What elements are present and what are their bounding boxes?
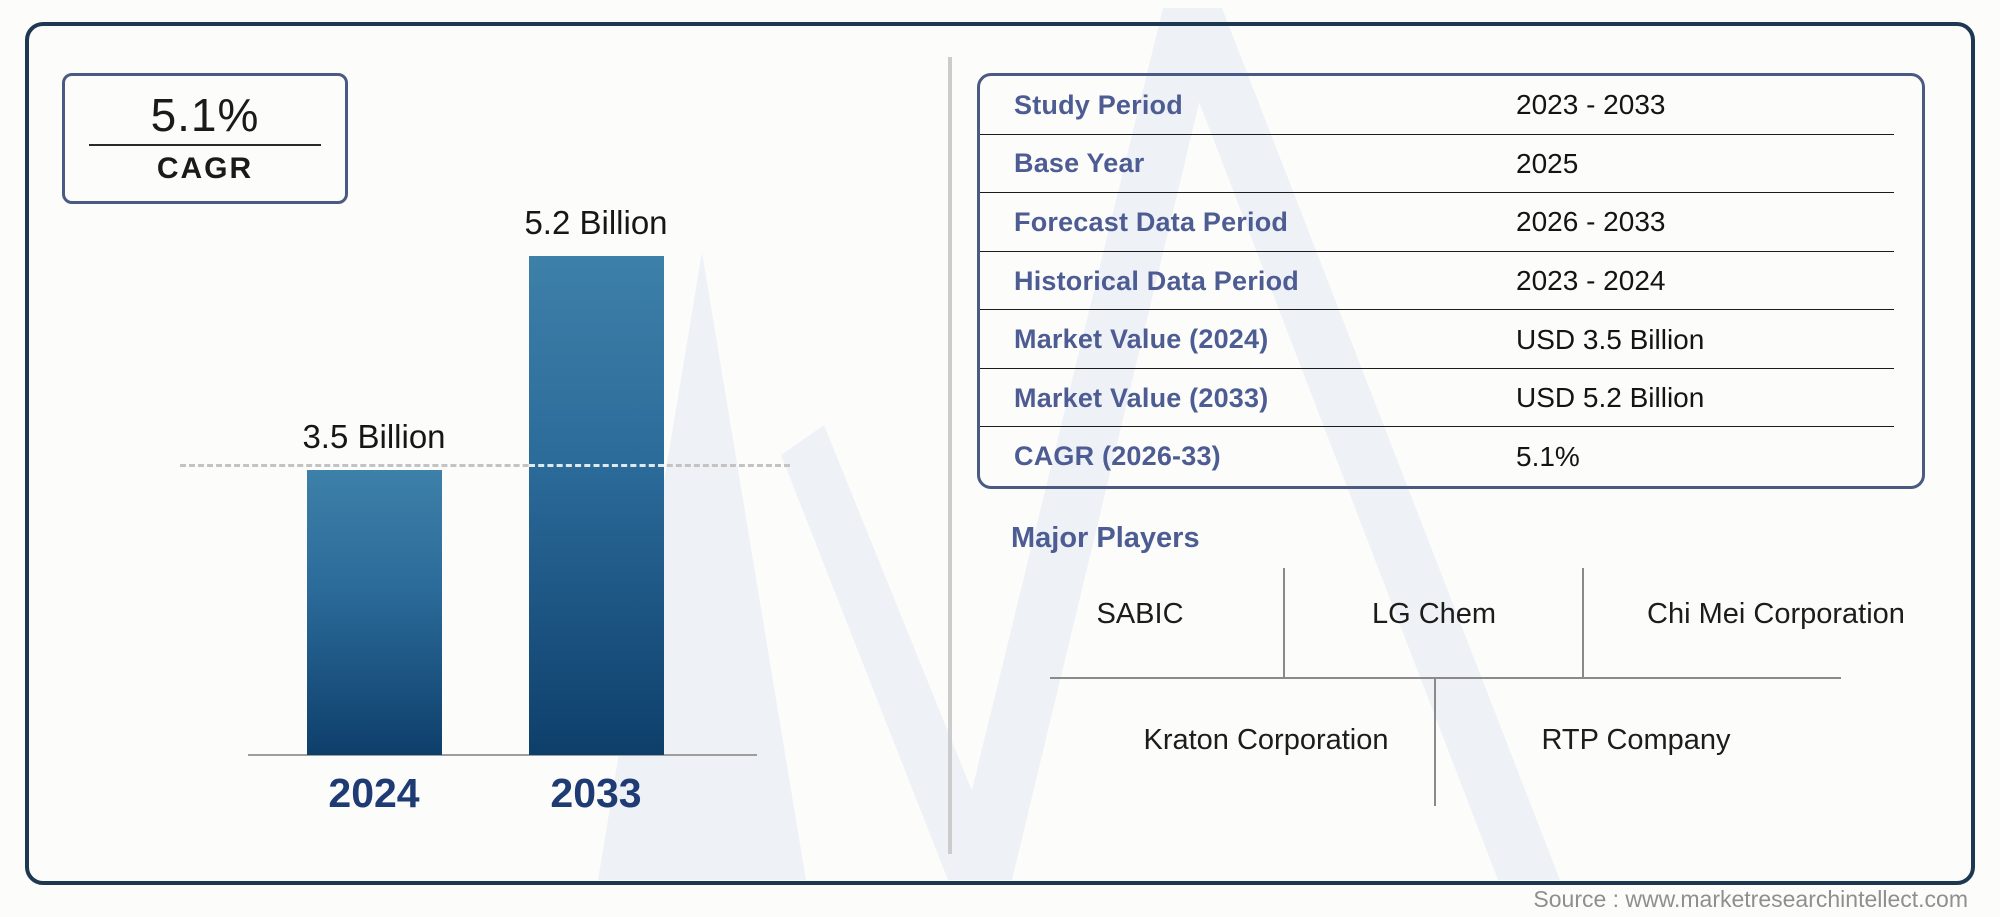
major-players-separator-line <box>1050 677 1841 679</box>
table-row-value: 2025 <box>1516 147 1579 179</box>
vertical-divider <box>948 57 952 854</box>
reference-dashed-line <box>180 464 790 467</box>
cagr-divider-line <box>89 144 321 147</box>
table-row-value: 2023 - 2024 <box>1516 265 1666 297</box>
x-tick-2024: 2024 <box>328 770 420 816</box>
table-row-value: USD 3.5 Billion <box>1516 323 1705 355</box>
outer-frame <box>25 22 1975 885</box>
cagr-value: 5.1% <box>150 88 260 141</box>
table-row-label: Base Year <box>1014 148 1145 179</box>
bar-value-label-2024: 3.5 Billion <box>302 418 446 455</box>
table-row-label: Forecast Data Period <box>1014 206 1289 237</box>
major-players-separator-line <box>1283 568 1285 677</box>
major-player-name: Chi Mei Corporation <box>1647 598 1905 630</box>
table-row-value: 2023 - 2033 <box>1516 89 1666 121</box>
major-player-name: Kraton Corporation <box>1143 724 1389 756</box>
table-row-label: Market Value (2033) <box>1014 382 1269 413</box>
x-axis-line <box>248 754 757 756</box>
bar-value-label-2033: 5.2 Billion <box>524 204 668 241</box>
bar-2024 <box>307 470 442 755</box>
table-row-label: Historical Data Period <box>1014 265 1299 296</box>
table-row-value: 2026 - 2033 <box>1516 206 1666 238</box>
table-row-value: 5.1% <box>1516 440 1580 472</box>
major-players-separator-line <box>1434 677 1436 806</box>
major-players-separator-line <box>1582 568 1584 677</box>
table-row: Market Value (2024) USD 3.5 Billion <box>980 310 1922 369</box>
table-row: CAGR (2026-33) 5.1% <box>980 427 1922 486</box>
table-row: Market Value (2033) USD 5.2 Billion <box>980 369 1922 428</box>
table-row-label: CAGR (2026-33) <box>1014 441 1221 472</box>
table-row-label: Study Period <box>1014 89 1183 120</box>
source-attribution: Source : www.marketresearchintellect.com <box>1533 886 1968 912</box>
cagr-badge: 5.1% CAGR <box>62 73 348 204</box>
reference-dashed-line-overlay <box>529 464 664 467</box>
table-row: Forecast Data Period 2026 - 2033 <box>980 193 1922 252</box>
major-player-name: RTP Company <box>1541 724 1731 756</box>
major-players-heading: Major Players <box>1011 522 1200 554</box>
table-row: Historical Data Period 2023 - 2024 <box>980 252 1922 311</box>
facts-table: Study Period 2023 - 2033 Base Year 2025 … <box>977 73 1925 489</box>
table-row-label: Market Value (2024) <box>1014 324 1269 355</box>
x-tick-2033: 2033 <box>550 770 642 816</box>
major-player-name: LG Chem <box>1371 598 1497 630</box>
table-row: Base Year 2025 <box>980 135 1922 194</box>
bar-2033 <box>529 256 664 755</box>
table-row-value: USD 5.2 Billion <box>1516 382 1705 414</box>
cagr-label: CAGR <box>156 152 254 186</box>
major-player-name: SABIC <box>1096 598 1184 630</box>
table-row: Study Period 2023 - 2033 <box>980 76 1922 135</box>
